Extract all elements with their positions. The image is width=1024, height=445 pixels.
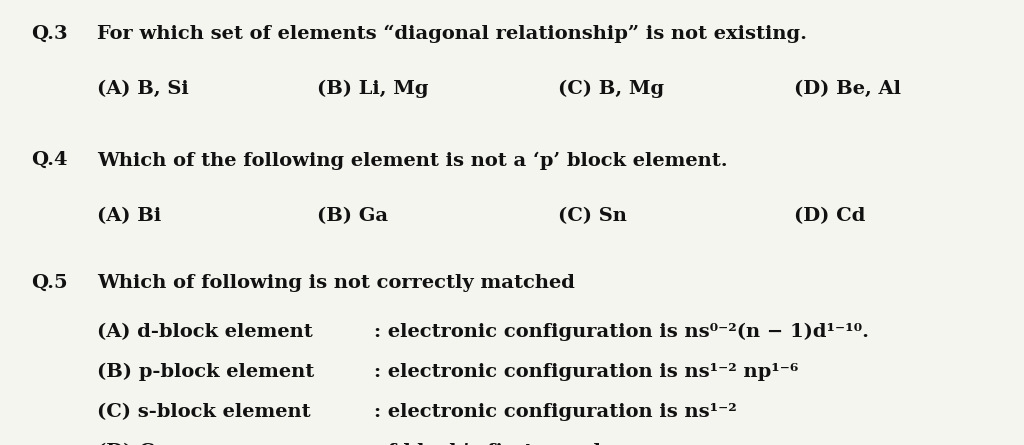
Text: (C) B, Mg: (C) B, Mg	[558, 80, 665, 98]
Text: Q.3: Q.3	[31, 24, 68, 42]
Text: (B) p-block element: (B) p-block element	[97, 363, 314, 381]
Text: (B) Ga: (B) Ga	[317, 207, 388, 225]
Text: Q.5: Q.5	[31, 274, 68, 291]
Text: : electronic configuration is ns⁰⁻²(n − 1)d¹⁻¹⁰.: : electronic configuration is ns⁰⁻²(n − …	[374, 323, 868, 341]
Text: : electronic configuration is ns¹⁻²: : electronic configuration is ns¹⁻²	[374, 403, 736, 421]
Text: : f-block’s first member.: : f-block’s first member.	[374, 443, 635, 445]
Text: (A) B, Si: (A) B, Si	[97, 80, 189, 98]
Text: : electronic configuration is ns¹⁻² np¹⁻⁶: : electronic configuration is ns¹⁻² np¹⁻…	[374, 363, 798, 380]
Text: (B) Li, Mg: (B) Li, Mg	[317, 80, 429, 98]
Text: (C) Sn: (C) Sn	[558, 207, 627, 225]
Text: Which of the following element is not a ‘p’ block element.: Which of the following element is not a …	[97, 151, 728, 170]
Text: (A) Bi: (A) Bi	[97, 207, 162, 225]
Text: (A) d-block element: (A) d-block element	[97, 323, 313, 340]
Text: Which of following is not correctly matched: Which of following is not correctly matc…	[97, 274, 575, 291]
Text: (C) s-block element: (C) s-block element	[97, 403, 311, 421]
Text: (D) Be, Al: (D) Be, Al	[794, 80, 900, 98]
Text: Q.4: Q.4	[31, 151, 68, 169]
Text: (D) Cd: (D) Cd	[794, 207, 865, 225]
Text: For which set of elements “diagonal relationship” is not existing.: For which set of elements “diagonal rela…	[97, 24, 807, 43]
Text: (D) Ce: (D) Ce	[97, 443, 167, 445]
